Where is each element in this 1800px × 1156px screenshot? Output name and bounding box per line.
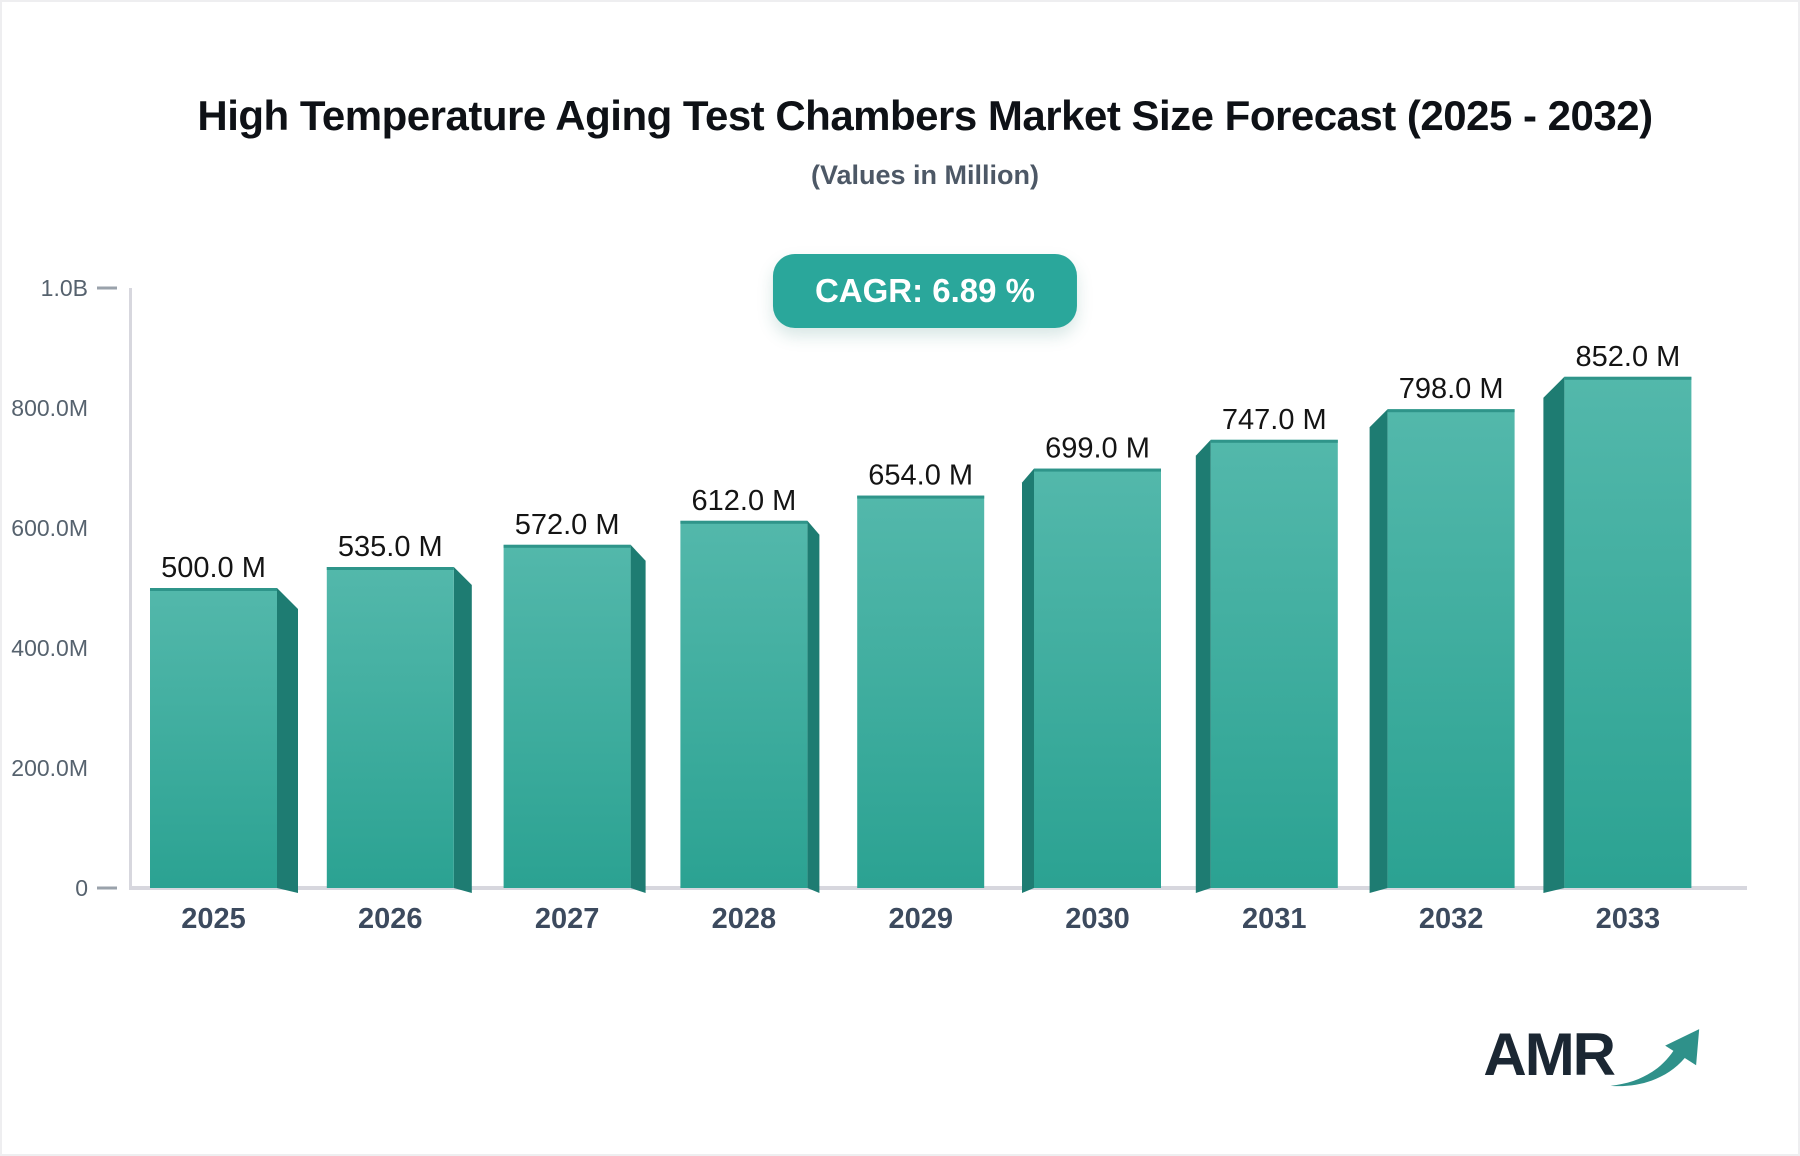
bar-side-face	[1022, 468, 1034, 893]
bar-top-edge	[326, 567, 454, 570]
bar-side-face	[807, 520, 820, 893]
y-axis-label: 0	[75, 875, 88, 901]
chart-subtitle: (Values in Million)	[810, 160, 1040, 190]
y-axis-label: 400.0M	[11, 635, 88, 661]
bar-value-label: 798.0 M	[1399, 373, 1504, 405]
bar-side-face	[277, 588, 298, 893]
bar-value-label: 535.0 M	[338, 531, 443, 563]
x-axis-label: 2029	[888, 903, 953, 935]
bar-front-face	[1564, 376, 1692, 888]
x-axis-label: 2031	[1242, 903, 1307, 935]
bar-side-face	[630, 544, 646, 893]
bar-value-label: 747.0 M	[1222, 404, 1327, 436]
bar-value-label: 500.0 M	[161, 552, 266, 584]
bar-side-face	[453, 567, 472, 893]
bar-side-face	[1195, 439, 1211, 893]
bar-top-edge	[680, 520, 808, 524]
x-axis-label: 2032	[1419, 903, 1484, 935]
y-tick	[97, 286, 117, 290]
bar-front-face	[857, 495, 985, 888]
x-axis-label: 2028	[712, 903, 777, 935]
bar-value-label: 572.0 M	[515, 509, 620, 541]
x-axis-label: 2025	[181, 903, 246, 935]
bar-2033: 852.0 M 2033	[1543, 341, 1692, 935]
bar-value-label: 612.0 M	[692, 485, 797, 517]
bar-value-label: 852.0 M	[1576, 341, 1681, 373]
bar-value-label: 654.0 M	[868, 460, 973, 492]
bar-2026: 535.0 M 2026	[326, 531, 472, 935]
bar-value-label: 699.0 M	[1045, 433, 1150, 465]
bar-2032: 798.0 M 2032	[1369, 373, 1515, 935]
bar-front-face	[150, 588, 277, 888]
bar-top-edge	[503, 544, 631, 548]
bar-front-face	[326, 567, 454, 888]
bar-2031: 747.0 M 2031	[1195, 404, 1338, 935]
bar-front-face	[1210, 439, 1338, 888]
bar-side-face	[1369, 409, 1388, 893]
bar-front-face	[503, 544, 631, 888]
growth-arrow-icon	[1610, 1029, 1700, 1087]
bar-top-edge	[857, 495, 985, 499]
cagr-badge: CAGR: 6.89 %	[772, 254, 1078, 328]
bar-2029: 654.0 M 2029	[857, 460, 985, 935]
x-axis-label: 2027	[535, 903, 600, 935]
bar-front-face	[680, 520, 808, 888]
bar-top-edge	[1387, 409, 1515, 413]
bar-top-edge	[1210, 439, 1338, 443]
bar-front-face	[1387, 409, 1515, 888]
bar-2025: 500.0 M 2025	[150, 552, 298, 935]
bar-top-edge	[150, 588, 277, 591]
bar-top-edge	[1564, 376, 1692, 380]
x-axis-label: 2026	[358, 903, 423, 935]
bar-top-edge	[1034, 468, 1161, 472]
y-axis-label: 800.0M	[11, 395, 88, 421]
bar-2027: 572.0 M 2027	[503, 509, 646, 935]
amr-logo-text: AMR	[1483, 1021, 1616, 1088]
bar-2028: 612.0 M 2028	[680, 485, 820, 935]
x-axis-label: 2030	[1065, 903, 1130, 935]
y-axis-label: 200.0M	[11, 755, 88, 781]
bar-front-face	[1034, 468, 1161, 888]
y-tick	[97, 886, 117, 890]
amr-logo: AMR	[1483, 1022, 1712, 1090]
y-axis-label: 1.0B	[41, 275, 88, 301]
bar-2030: 699.0 M 2030	[1022, 433, 1161, 935]
x-axis-label: 2033	[1596, 903, 1661, 935]
y-axis-label: 600.0M	[11, 515, 88, 541]
chart-title: High Temperature Aging Test Chambers Mar…	[197, 92, 1653, 139]
y-axis-line	[129, 288, 132, 890]
bar-side-face	[1543, 376, 1565, 893]
